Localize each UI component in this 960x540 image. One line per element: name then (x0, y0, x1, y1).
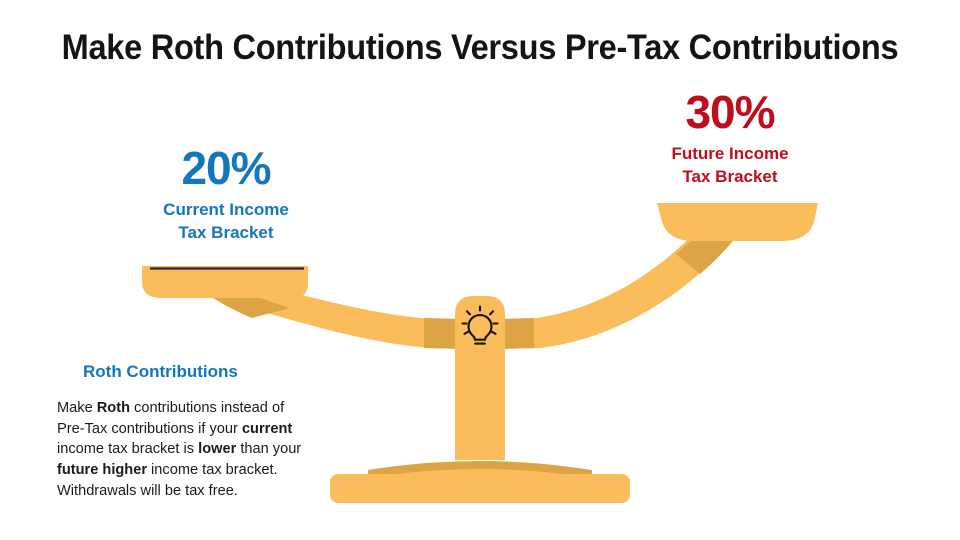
scale-pillar (455, 296, 505, 460)
left-caption-line1: Current Income (163, 200, 289, 219)
roth-line2-a: Pre-Tax contributions if your (57, 420, 242, 437)
roth-body-line5: Withdrawals will be tax free. (57, 481, 357, 502)
left-caption-line2: Tax Bracket (178, 223, 274, 243)
right-bracket-caption: Future Income Tax Bracket (630, 142, 830, 189)
scale-base-lower (330, 474, 630, 503)
right-percent-value: 30% (685, 86, 775, 138)
roth-line3-c: than your (236, 441, 302, 458)
roth-line2-b: current (241, 420, 293, 437)
scale-beam-right (498, 214, 740, 349)
roth-line3-b: lower (198, 441, 237, 458)
roth-line5: Withdrawals will be tax free. (57, 482, 238, 499)
left-bracket-block: 20% Current Income Tax Bracket (126, 145, 326, 245)
roth-contributions-heading: Roth Contributions (83, 362, 238, 381)
left-percent-value: 20% (181, 142, 271, 194)
pillar-shadow-right (498, 318, 534, 349)
pillar-shadow-left (424, 318, 462, 349)
roth-line1-b: Roth (96, 400, 130, 416)
roth-body-line3: income tax bracket is lower than your (57, 439, 357, 460)
roth-line1-c: contributions instead of (129, 400, 285, 416)
scale-pan-right (657, 203, 818, 241)
roth-line4-a: future higher (57, 462, 147, 479)
roth-body-line1: Make Roth contributions instead of (57, 398, 357, 419)
left-bracket-caption: Current Income Tax Bracket (126, 198, 326, 245)
right-caption-line1: Future Income (671, 144, 789, 163)
roth-contributions-body: Make Roth contributions instead of Pre-T… (57, 398, 357, 502)
roth-body-line2: Pre-Tax contributions if your current (57, 419, 357, 440)
roth-line3-a: income tax bracket is (57, 441, 199, 458)
roth-line4-b: income tax bracket. (147, 462, 278, 479)
lightbulb-icon (461, 305, 499, 345)
page-title: Make Roth Contributions Versus Pre-Tax C… (61, 28, 899, 67)
right-caption-line2: Tax Bracket (682, 167, 778, 187)
scale-pan-left (142, 266, 308, 298)
right-bracket-block: 30% Future Income Tax Bracket (630, 89, 830, 189)
roth-body-line4: future higher income tax bracket. (57, 460, 357, 481)
roth-line1-a: Make (57, 400, 97, 416)
